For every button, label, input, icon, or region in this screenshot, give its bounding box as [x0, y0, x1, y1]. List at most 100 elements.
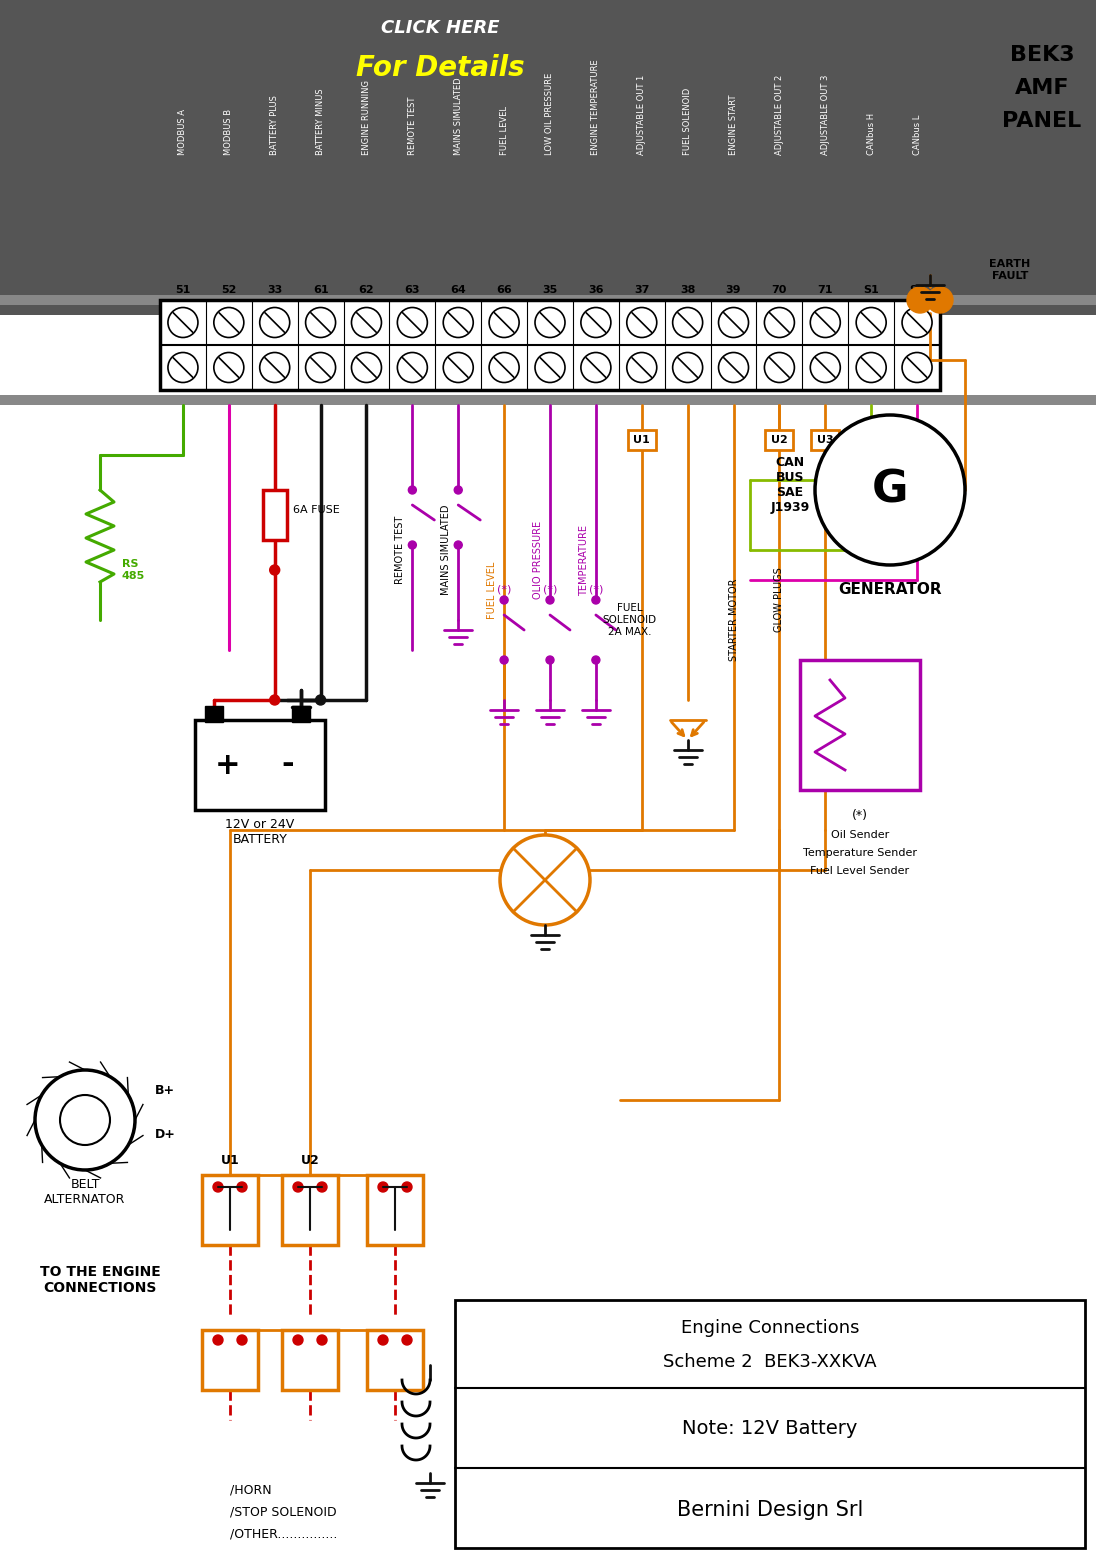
Circle shape — [673, 308, 703, 337]
Text: 64: 64 — [450, 284, 466, 295]
Text: REMOTE TEST: REMOTE TEST — [396, 516, 406, 584]
Text: (*): (*) — [496, 584, 512, 595]
Text: GLOW PLUGS: GLOW PLUGS — [775, 567, 785, 632]
Text: 12V or 24V
BATTERY: 12V or 24V BATTERY — [226, 817, 295, 845]
Circle shape — [293, 1183, 302, 1192]
Circle shape — [719, 353, 749, 382]
Circle shape — [398, 308, 427, 337]
Bar — [811, 430, 840, 451]
Circle shape — [306, 353, 335, 382]
Circle shape — [352, 353, 381, 382]
Circle shape — [409, 486, 416, 494]
Text: TO THE ENGINE
CONNECTIONS: TO THE ENGINE CONNECTIONS — [39, 1265, 160, 1294]
Text: Engine Connections: Engine Connections — [681, 1319, 859, 1336]
Text: (*): (*) — [589, 584, 603, 595]
Bar — [282, 1175, 338, 1245]
Bar — [455, 1301, 1085, 1548]
Bar — [628, 430, 655, 451]
Circle shape — [627, 353, 657, 382]
Text: /HORN: /HORN — [230, 1484, 272, 1497]
Bar — [292, 706, 310, 723]
Text: +: + — [215, 751, 241, 780]
Circle shape — [443, 353, 473, 382]
Text: FUEL LEVEL: FUEL LEVEL — [487, 561, 498, 618]
Circle shape — [352, 308, 381, 337]
Bar — [263, 490, 287, 539]
Circle shape — [856, 308, 887, 337]
Text: 52: 52 — [221, 284, 237, 295]
Text: TEMPERATURE: TEMPERATURE — [579, 525, 589, 595]
Circle shape — [260, 353, 289, 382]
Text: AMF: AMF — [1015, 78, 1070, 98]
Text: BEK3: BEK3 — [1009, 45, 1074, 65]
Text: /OTHER...............: /OTHER............... — [230, 1528, 338, 1540]
Circle shape — [454, 486, 463, 494]
Bar — [0, 395, 1096, 406]
Bar — [0, 406, 1096, 1554]
Text: 33: 33 — [267, 284, 283, 295]
Text: (*): (*) — [852, 808, 868, 822]
Text: ENGINE TEMPERATURE: ENGINE TEMPERATURE — [592, 59, 601, 155]
Circle shape — [500, 656, 509, 664]
Circle shape — [317, 1335, 327, 1346]
Circle shape — [60, 1096, 110, 1145]
Circle shape — [213, 1335, 222, 1346]
Text: CAN
BUS
SAE
J1939: CAN BUS SAE J1939 — [770, 455, 810, 514]
Circle shape — [378, 1183, 388, 1192]
Circle shape — [168, 353, 198, 382]
Text: 70: 70 — [772, 284, 787, 295]
Text: OLIO PRESSURE: OLIO PRESSURE — [533, 521, 543, 598]
Text: /STOP SOLENOID: /STOP SOLENOID — [230, 1506, 336, 1518]
Text: Bernini Design Srl: Bernini Design Srl — [677, 1500, 864, 1520]
Circle shape — [398, 353, 427, 382]
Text: For Details: For Details — [356, 54, 524, 82]
Text: CLICK HERE: CLICK HERE — [380, 19, 500, 37]
Text: 61: 61 — [312, 284, 329, 295]
Circle shape — [815, 415, 964, 566]
Circle shape — [810, 353, 841, 382]
Bar — [202, 1175, 258, 1245]
Circle shape — [535, 353, 566, 382]
Circle shape — [592, 656, 600, 664]
Text: RS
485: RS 485 — [122, 559, 146, 581]
Text: U2: U2 — [772, 435, 788, 444]
Bar — [367, 1175, 423, 1245]
Circle shape — [627, 308, 657, 337]
Circle shape — [293, 1335, 302, 1346]
Circle shape — [764, 308, 795, 337]
Circle shape — [306, 308, 335, 337]
Bar — [765, 430, 794, 451]
Text: 6A FUSE: 6A FUSE — [293, 505, 340, 514]
Circle shape — [902, 308, 932, 337]
Text: Oil Sender: Oil Sender — [831, 830, 889, 841]
Text: ADJUSTABLE OUT 2: ADJUSTABLE OUT 2 — [775, 75, 784, 155]
Circle shape — [317, 1183, 327, 1192]
Text: MAINS SIMULATED: MAINS SIMULATED — [442, 505, 452, 595]
Text: BATTERY MINUS: BATTERY MINUS — [316, 89, 326, 155]
Circle shape — [402, 1335, 412, 1346]
Text: U3: U3 — [817, 435, 834, 444]
Text: MAINS SIMULATED: MAINS SIMULATED — [454, 78, 463, 155]
Circle shape — [856, 353, 887, 382]
Bar — [202, 1330, 258, 1389]
Text: B+: B+ — [155, 1083, 175, 1097]
Circle shape — [213, 1183, 222, 1192]
Text: 51: 51 — [175, 284, 191, 295]
Text: 38: 38 — [680, 284, 695, 295]
Text: 63: 63 — [404, 284, 420, 295]
Circle shape — [764, 353, 795, 382]
Circle shape — [673, 353, 703, 382]
Circle shape — [214, 308, 243, 337]
Circle shape — [443, 308, 473, 337]
Circle shape — [581, 308, 610, 337]
Circle shape — [168, 308, 198, 337]
Text: MODBUS A: MODBUS A — [179, 109, 187, 155]
Text: GENERATOR: GENERATOR — [838, 583, 941, 597]
Circle shape — [378, 1335, 388, 1346]
Text: G: G — [871, 468, 909, 511]
Text: PANEL: PANEL — [1003, 110, 1082, 131]
Text: 66: 66 — [496, 284, 512, 295]
Circle shape — [592, 597, 600, 605]
Text: 36: 36 — [589, 284, 604, 295]
Circle shape — [454, 541, 463, 549]
